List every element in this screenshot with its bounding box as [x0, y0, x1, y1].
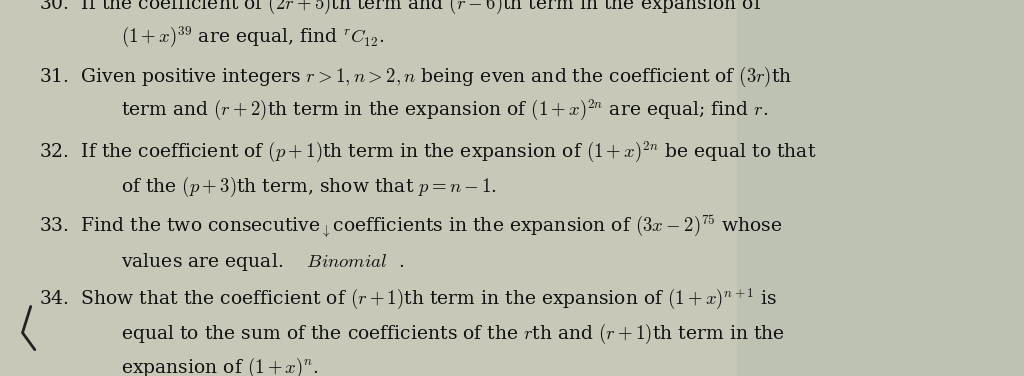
Text: expansion of $(1+x)^n$.: expansion of $(1+x)^n$. — [121, 356, 318, 376]
Text: term and $(r+2)$th term in the expansion of $(1+x)^{2n}$ are equal; find $r$.: term and $(r+2)$th term in the expansion… — [121, 98, 768, 123]
Text: $(1+x)^{39}$ are equal, find $^rC_{12}$.: $(1+x)^{39}$ are equal, find $^rC_{12}$. — [121, 25, 384, 50]
Text: 34.  Show that the coefficient of $(r+1)$th term in the expansion of $(1+x)^{n+1: 34. Show that the coefficient of $(r+1)$… — [39, 287, 777, 312]
Text: 32.  If the coefficient of $(p+1)$th term in the expansion of $(1+x)^{2n}$ be eq: 32. If the coefficient of $(p+1)$th term… — [39, 140, 816, 165]
Text: 30.  If the coefficient of $(2r+5)$th term and $(r-6)$th term in the expansion o: 30. If the coefficient of $(2r+5)$th ter… — [39, 0, 763, 16]
Bar — [737, 0, 1024, 376]
Text: 33.  Find the two consecutive$_{\downarrow}$coefficients in the expansion of $(3: 33. Find the two consecutive$_{\downarro… — [39, 214, 782, 239]
Text: equal to the sum of the coefficients of the $r$th and $(r+1)$th term in the: equal to the sum of the coefficients of … — [121, 322, 784, 346]
Text: 31.  Given positive integers $r>1, n>2, n$ being even and the coefficient of $(3: 31. Given positive integers $r>1, n>2, n… — [39, 65, 793, 89]
Text: values are equal.    $\mathit{Binomial}$  .: values are equal. $\mathit{Binomial}$ . — [121, 250, 404, 273]
Text: of the $(p+3)$th term, show that $p=n-1$.: of the $(p+3)$th term, show that $p=n-1$… — [121, 175, 497, 199]
